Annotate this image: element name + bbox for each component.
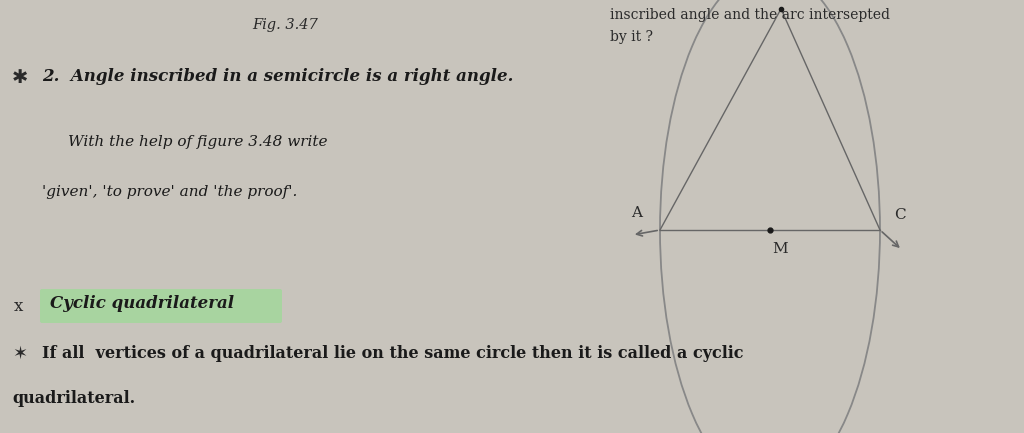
Text: by it ?: by it ? (610, 30, 653, 44)
Text: C: C (894, 208, 905, 222)
Text: x: x (14, 298, 24, 315)
Text: Cyclic quadrilateral: Cyclic quadrilateral (50, 295, 234, 312)
Text: ✶: ✶ (12, 345, 27, 363)
FancyBboxPatch shape (40, 289, 282, 323)
Text: If all  vertices of a quadrilateral lie on the same circle then it is called a c: If all vertices of a quadrilateral lie o… (42, 345, 743, 362)
Text: quadrilateral.: quadrilateral. (12, 390, 135, 407)
Text: A: A (631, 206, 642, 220)
Text: With the help of figure 3.48 write: With the help of figure 3.48 write (68, 135, 328, 149)
Text: ✱: ✱ (12, 68, 29, 87)
Text: 2.  Angle inscribed in a semicircle is a right angle.: 2. Angle inscribed in a semicircle is a … (42, 68, 513, 85)
Text: 'given', 'to prove' and 'the proof'.: 'given', 'to prove' and 'the proof'. (42, 185, 297, 199)
Text: inscribed angle and the arc intersepted: inscribed angle and the arc intersepted (610, 8, 890, 22)
Text: Fig. 3.47: Fig. 3.47 (252, 18, 317, 32)
Text: M: M (772, 242, 787, 256)
